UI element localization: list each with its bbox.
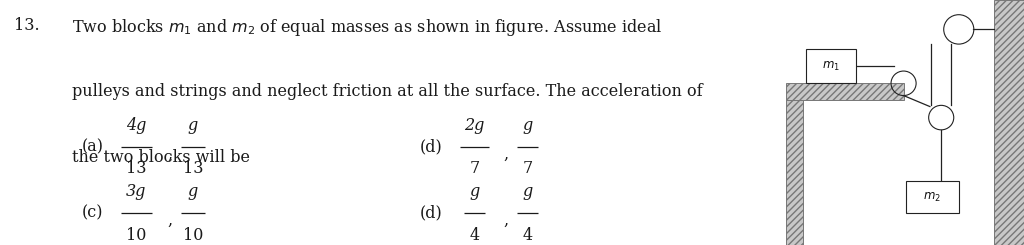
Text: ,: , <box>167 212 172 229</box>
Text: (d): (d) <box>420 205 443 222</box>
Text: the two blocks will be: the two blocks will be <box>73 149 251 166</box>
Text: 10: 10 <box>126 227 146 244</box>
Text: g: g <box>187 117 198 134</box>
Text: (c): (c) <box>82 205 103 222</box>
Text: ,: , <box>503 146 509 163</box>
Text: 4: 4 <box>522 227 532 244</box>
Bar <box>785 83 903 100</box>
Bar <box>806 49 856 83</box>
Text: g: g <box>187 183 198 200</box>
Text: 13: 13 <box>126 160 146 177</box>
Text: $m_1$: $m_1$ <box>822 60 840 73</box>
Text: 2g: 2g <box>465 117 485 134</box>
Text: 13.: 13. <box>14 17 40 34</box>
Bar <box>785 100 803 245</box>
Text: Two blocks $m_1$ and $m_2$ of equal masses as shown in figure. Assume ideal: Two blocks $m_1$ and $m_2$ of equal mass… <box>73 17 663 38</box>
Text: ,: , <box>503 212 509 229</box>
Bar <box>906 181 958 213</box>
Text: (d): (d) <box>420 138 443 156</box>
Text: ,: , <box>167 146 172 163</box>
Text: 7: 7 <box>522 160 532 177</box>
Bar <box>994 0 1024 245</box>
Text: pulleys and strings and neglect friction at all the surface. The acceleration of: pulleys and strings and neglect friction… <box>73 83 703 100</box>
Text: g: g <box>470 183 480 200</box>
Text: 4: 4 <box>470 227 480 244</box>
Text: 3g: 3g <box>126 183 146 200</box>
Text: g: g <box>522 183 532 200</box>
Text: 10: 10 <box>183 227 203 244</box>
Text: 13: 13 <box>182 160 203 177</box>
Text: $m_2$: $m_2$ <box>924 191 941 204</box>
Text: 4g: 4g <box>126 117 146 134</box>
Text: 7: 7 <box>470 160 480 177</box>
Text: (a): (a) <box>82 138 103 156</box>
Text: g: g <box>522 117 532 134</box>
